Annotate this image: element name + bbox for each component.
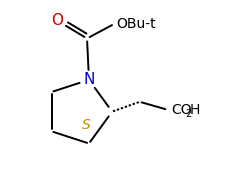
Text: O: O <box>51 13 64 28</box>
Text: N: N <box>83 72 95 87</box>
Text: 2: 2 <box>185 109 191 119</box>
Text: S: S <box>82 118 91 132</box>
Text: CO: CO <box>171 103 192 117</box>
Text: OBu-t: OBu-t <box>117 17 156 31</box>
Text: H: H <box>190 103 200 117</box>
